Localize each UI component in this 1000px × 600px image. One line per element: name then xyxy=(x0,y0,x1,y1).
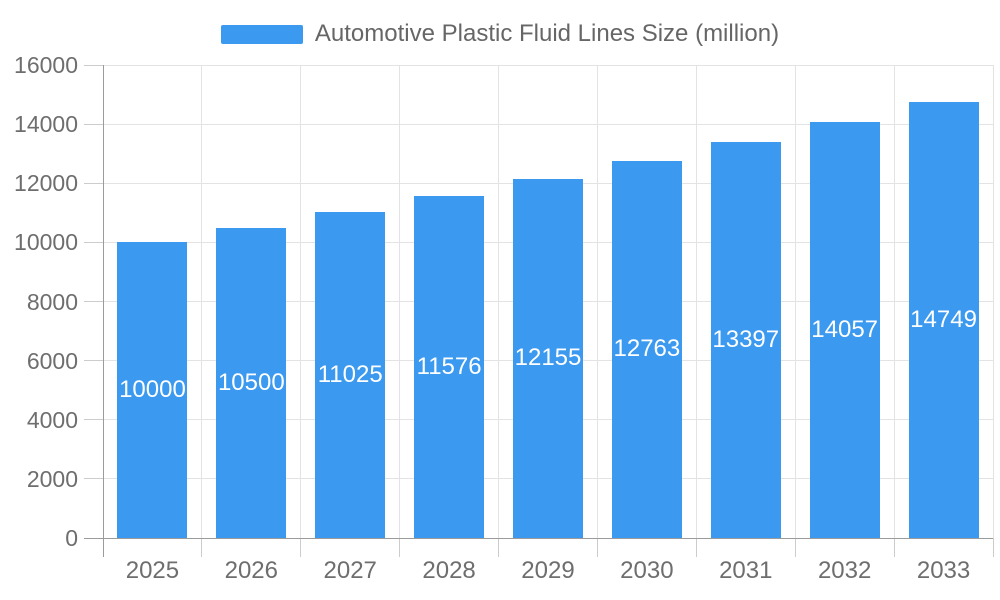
x-tick-label: 2025 xyxy=(125,557,180,584)
bar-value-label: 12763 xyxy=(613,335,681,363)
v-gridline xyxy=(300,65,302,538)
y-axis-tick xyxy=(84,301,103,302)
v-gridline xyxy=(794,65,796,538)
h-gridline xyxy=(103,123,993,125)
bar-value-label: 11025 xyxy=(317,361,383,389)
legend-label[interactable]: Automotive Plastic Fluid Lines Size (mil… xyxy=(314,20,780,47)
bar-value-label: 10000 xyxy=(119,376,186,404)
h-gridline xyxy=(103,64,993,66)
bar-value-label: 13397 xyxy=(712,325,780,353)
v-gridline xyxy=(201,65,203,538)
x-axis-tick xyxy=(893,538,895,557)
v-gridline xyxy=(992,65,994,538)
x-tick-label: 2028 xyxy=(422,557,476,584)
x-tick-label: 2032 xyxy=(817,557,872,584)
v-gridline xyxy=(695,65,697,538)
v-gridline xyxy=(893,65,895,538)
v-gridline xyxy=(498,65,500,538)
y-axis-tick xyxy=(84,419,103,421)
bar-2032[interactable]: 14057 xyxy=(809,122,880,538)
y-axis-tick xyxy=(84,182,103,184)
bar-2025[interactable]: 10000 xyxy=(117,242,188,538)
y-tick-label: 12000 xyxy=(14,170,78,197)
y-axis-tick xyxy=(84,123,103,125)
x-tick-label: 2029 xyxy=(521,557,575,584)
legend-item[interactable]: Automotive Plastic Fluid Lines Size (mil… xyxy=(0,22,1000,46)
x-tick-label: 2027 xyxy=(323,557,377,584)
bar-2033[interactable]: 14749 xyxy=(908,101,979,538)
bar-2031[interactable]: 13397 xyxy=(710,141,781,538)
bar-value-label: 11576 xyxy=(416,352,482,380)
x-tick-label: 2030 xyxy=(620,557,674,584)
x-axis-tick xyxy=(498,538,500,557)
x-axis-line xyxy=(84,537,993,539)
y-tick-label: 14000 xyxy=(14,111,78,138)
y-axis-tick xyxy=(84,478,103,480)
y-axis-tick xyxy=(84,64,103,66)
y-tick-label: 10000 xyxy=(14,229,78,256)
x-axis-tick xyxy=(201,538,203,557)
y-axis-tick xyxy=(84,360,103,362)
bar-2029[interactable]: 12155 xyxy=(513,178,583,538)
bar-2026[interactable]: 10500 xyxy=(216,227,287,538)
x-axis-tick xyxy=(794,538,796,557)
y-axis-line xyxy=(102,65,104,557)
x-tick-label: 2026 xyxy=(224,557,278,584)
bar-value-label: 12155 xyxy=(514,344,582,372)
bar-value-label: 14749 xyxy=(910,305,977,333)
x-axis-tick xyxy=(596,538,598,557)
y-tick-label: 16000 xyxy=(14,52,78,78)
x-axis-tick xyxy=(399,538,401,557)
x-tick-label: 2033 xyxy=(916,557,971,584)
x-axis-tick xyxy=(300,538,302,557)
bar-value-label: 14057 xyxy=(811,316,879,344)
x-axis-tick xyxy=(695,538,697,557)
bar-2027[interactable]: 11025 xyxy=(315,212,386,538)
bar-value-label: 10500 xyxy=(217,368,285,396)
legend-swatch-icon[interactable] xyxy=(220,24,303,44)
x-axis-tick xyxy=(992,538,994,557)
y-tick-label: 4000 xyxy=(26,406,78,433)
y-axis-tick xyxy=(84,241,103,243)
x-tick-label: 2031 xyxy=(719,557,773,584)
y-tick-label: 8000 xyxy=(26,288,78,315)
y-tick-label: 6000 xyxy=(26,347,78,374)
v-gridline xyxy=(399,65,401,538)
y-tick-label: 2000 xyxy=(26,465,78,492)
bar-2030[interactable]: 12763 xyxy=(611,160,682,538)
y-tick-label: 0 xyxy=(65,525,78,551)
v-gridline xyxy=(596,65,598,538)
bar-2028[interactable]: 11576 xyxy=(414,195,485,538)
